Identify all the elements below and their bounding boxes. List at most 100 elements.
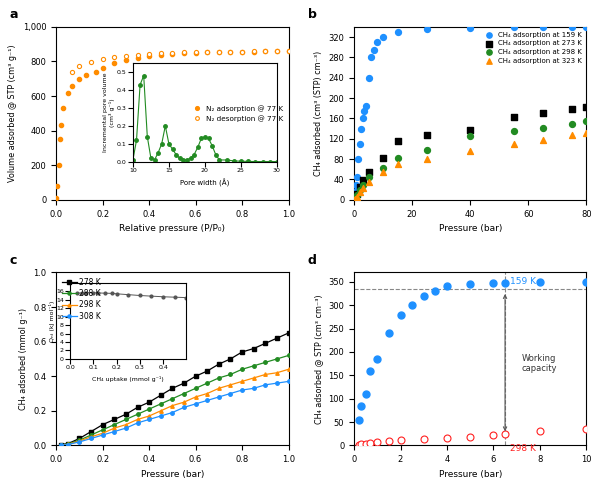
Y-axis label: CH₄ adsorbed (mmol g⁻¹): CH₄ adsorbed (mmol g⁻¹) bbox=[19, 308, 28, 410]
288 K bbox=[215, 375, 223, 381]
288 K bbox=[99, 427, 106, 433]
308 K bbox=[88, 435, 95, 441]
N₂ adsorption @ 77 K bbox=[122, 57, 130, 63]
N₂ adsorption @ 77 K bbox=[57, 123, 64, 129]
288 K bbox=[111, 422, 118, 428]
288 K bbox=[238, 366, 245, 372]
CH₄ adsorption at 298 K bbox=[378, 164, 388, 171]
CH₄ adsorption at 273 K bbox=[350, 193, 360, 201]
288 K bbox=[122, 416, 130, 422]
308 K bbox=[192, 401, 199, 407]
CH₄ adsorption at 323 K bbox=[393, 160, 403, 168]
N₂ adsorption @ 77 K bbox=[274, 48, 281, 54]
288 K bbox=[169, 396, 176, 402]
308 K bbox=[169, 410, 176, 415]
Line: 278 K: 278 K bbox=[59, 331, 290, 446]
288 K bbox=[134, 412, 141, 417]
Y-axis label: CH₄ adsorbed @ STP (cm³ cm⁻³): CH₄ adsorbed @ STP (cm³ cm⁻³) bbox=[314, 294, 323, 424]
N₂ desorption @ 77 K bbox=[122, 53, 130, 58]
CH₄ adsorption at 323 K bbox=[509, 140, 518, 148]
298 K bbox=[76, 438, 83, 444]
278 K bbox=[181, 380, 188, 386]
308 K bbox=[99, 432, 106, 438]
CH₄ adsorption at 298 K bbox=[538, 124, 548, 131]
CH₄ adsorption at 298 K bbox=[358, 181, 368, 188]
CH₄ adsorption at 273 K bbox=[364, 168, 373, 176]
CH₄ adsorption at 323 K bbox=[350, 195, 360, 203]
Text: c: c bbox=[10, 254, 17, 267]
278 K bbox=[146, 399, 153, 405]
278 K bbox=[169, 385, 176, 391]
N₂ adsorption @ 77 K bbox=[215, 49, 223, 55]
298 K bbox=[88, 434, 95, 440]
288 K bbox=[285, 353, 292, 358]
CH₄ adsorption at 298 K bbox=[567, 120, 577, 128]
CH₄ adsorption at 323 K bbox=[567, 131, 577, 139]
CH₄ adsorption at 298 K bbox=[393, 154, 403, 162]
N₂ desorption @ 77 K bbox=[99, 56, 106, 62]
298 K bbox=[99, 431, 106, 436]
N₂ adsorption @ 77 K bbox=[134, 55, 141, 61]
278 K bbox=[274, 335, 281, 341]
308 K bbox=[227, 391, 234, 396]
CH₄ adsorption at 159 K bbox=[355, 140, 365, 148]
298 K bbox=[285, 366, 292, 372]
N₂ adsorption @ 77 K bbox=[55, 162, 62, 168]
288 K bbox=[181, 391, 188, 396]
N₂ adsorption @ 77 K bbox=[146, 54, 153, 59]
308 K bbox=[57, 442, 64, 448]
278 K bbox=[57, 442, 64, 448]
CH₄ adsorption at 273 K bbox=[358, 177, 368, 185]
CH₄ adsorption at 323 K bbox=[378, 168, 388, 176]
N₂ desorption @ 77 K bbox=[169, 50, 176, 56]
288 K bbox=[262, 359, 269, 365]
CH₄ adsorption at 159 K bbox=[466, 24, 475, 32]
N₂ desorption @ 77 K bbox=[146, 51, 153, 56]
N₂ desorption @ 77 K bbox=[238, 49, 245, 55]
288 K bbox=[76, 437, 83, 443]
298 K bbox=[274, 370, 281, 375]
Text: 159 K: 159 K bbox=[509, 278, 536, 286]
CH₄ adsorption at 273 K bbox=[567, 105, 577, 113]
N₂ adsorption @ 77 K bbox=[203, 50, 211, 56]
N₂ adsorption @ 77 K bbox=[169, 51, 176, 56]
288 K bbox=[157, 401, 164, 407]
N₂ adsorption @ 77 K bbox=[64, 90, 71, 95]
308 K bbox=[262, 382, 269, 388]
X-axis label: Pressure (bar): Pressure (bar) bbox=[439, 469, 502, 479]
278 K bbox=[157, 393, 164, 398]
CH₄ adsorption at 159 K bbox=[422, 25, 431, 33]
Line: N₂ adsorption @ 77 K: N₂ adsorption @ 77 K bbox=[54, 49, 290, 200]
CH₄ adsorption at 323 K bbox=[352, 193, 362, 201]
N₂ desorption @ 77 K bbox=[227, 49, 234, 55]
CH₄ adsorption at 323 K bbox=[538, 136, 548, 144]
N₂ desorption @ 77 K bbox=[134, 52, 141, 57]
288 K bbox=[227, 372, 234, 377]
288 K bbox=[250, 363, 257, 369]
308 K bbox=[146, 416, 153, 422]
N₂ adsorption @ 77 K bbox=[262, 49, 269, 55]
288 K bbox=[192, 385, 199, 391]
298 K bbox=[146, 413, 153, 419]
CH₄ adsorption at 273 K bbox=[355, 183, 365, 191]
CH₄ adsorption at 159 K bbox=[350, 188, 360, 196]
308 K bbox=[215, 394, 223, 400]
CH₄ adsorption at 159 K bbox=[581, 23, 591, 31]
N₂ desorption @ 77 K bbox=[69, 69, 76, 75]
308 K bbox=[238, 387, 245, 393]
288 K bbox=[274, 356, 281, 362]
278 K bbox=[64, 441, 71, 447]
CH₄ adsorption at 273 K bbox=[393, 137, 403, 145]
308 K bbox=[122, 425, 130, 431]
Y-axis label: Volume adsorbed @ STP (cm³ g⁻¹): Volume adsorbed @ STP (cm³ g⁻¹) bbox=[8, 44, 17, 182]
CH₄ adsorption at 273 K bbox=[509, 113, 518, 121]
CH₄ adsorption at 159 K bbox=[352, 173, 362, 181]
Text: b: b bbox=[308, 8, 316, 21]
CH₄ adsorption at 159 K bbox=[350, 192, 360, 200]
288 K bbox=[57, 442, 64, 448]
CH₄ adsorption at 298 K bbox=[364, 173, 373, 181]
298 K bbox=[238, 378, 245, 384]
CH₄ adsorption at 159 K bbox=[393, 28, 403, 36]
Legend: N₂ adsorption @ 77 K, N₂ desorption @ 77 K: N₂ adsorption @ 77 K, N₂ desorption @ 77… bbox=[188, 103, 285, 123]
N₂ desorption @ 77 K bbox=[262, 49, 269, 55]
